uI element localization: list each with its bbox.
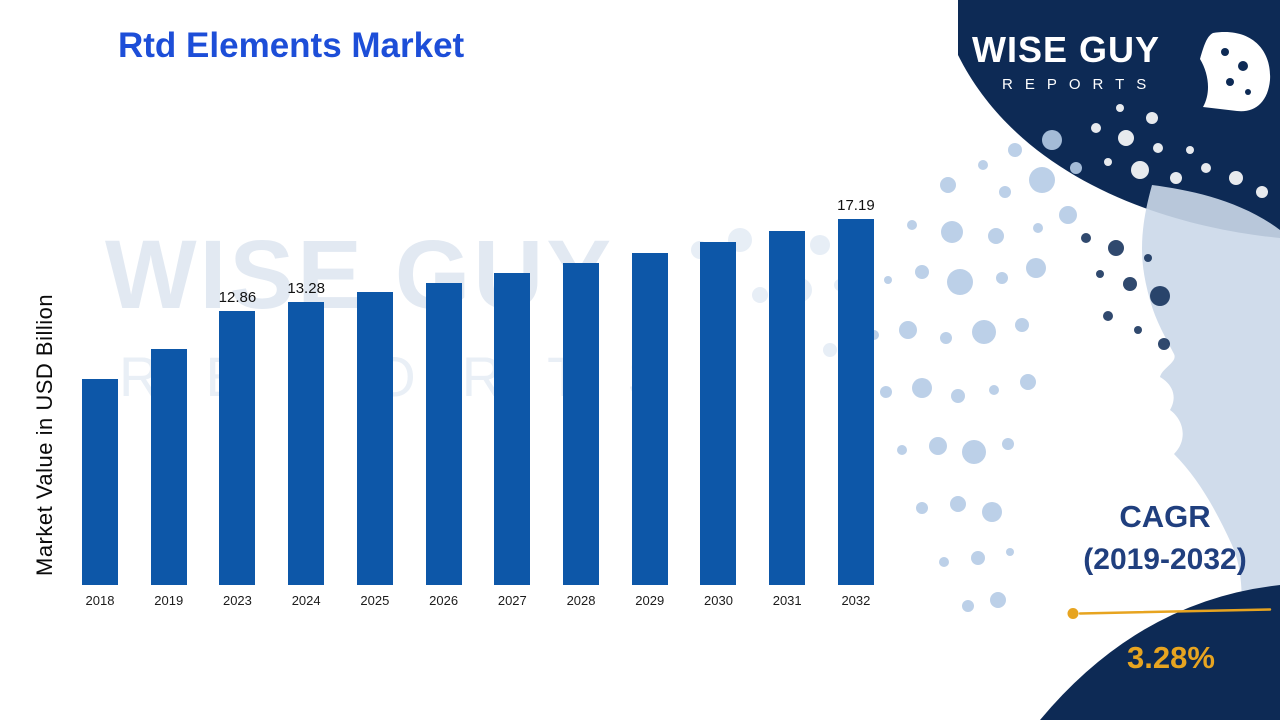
y-axis-label: Market Value in USD Billion <box>32 293 57 576</box>
cagr-range: (2019-2032) <box>1083 543 1247 577</box>
bar <box>288 302 325 585</box>
bar-column: 12.86 2023 <box>215 289 259 608</box>
brand-logo: WISE GUY REPORTS <box>972 30 1160 93</box>
bar <box>150 349 187 585</box>
x-tick-label: 2031 <box>772 593 802 608</box>
cagr-label: CAGR <box>1119 499 1211 534</box>
x-tick-label: 2018 <box>85 593 115 608</box>
bar-column: 2029 <box>628 231 672 608</box>
bar <box>631 253 668 585</box>
x-tick-label: 2028 <box>566 593 596 608</box>
halftone-dots-light <box>869 130 1082 612</box>
bar <box>769 231 806 585</box>
x-tick-label: 2029 <box>635 593 665 608</box>
x-tick-label: 2026 <box>429 593 459 608</box>
bar-column: 2019 <box>147 327 191 608</box>
bar <box>494 273 531 585</box>
gold-underline <box>1067 608 1272 619</box>
bar-chart: 2018 2019 12.86 2023 13.28 2024 2025 2026 2027 20… <box>78 197 878 608</box>
bar-column: 2018 <box>78 357 122 608</box>
x-tick-label: 2024 <box>291 593 321 608</box>
cagr-value: 3.28% <box>1127 640 1215 675</box>
x-tick-label: 2019 <box>154 593 184 608</box>
logo-reports-text: REPORTS <box>1002 75 1159 93</box>
halftone-dots-white <box>1091 104 1268 198</box>
bar-column: 13.28 2024 <box>284 280 328 608</box>
x-tick-label: 2030 <box>704 593 733 608</box>
face-silhouette <box>1142 185 1280 656</box>
bar-column: 2030 <box>696 220 740 608</box>
bar-value-label: 12.86 <box>218 289 257 306</box>
halftone-dots-navy <box>1081 233 1170 350</box>
bar-column: 2031 <box>765 209 809 608</box>
gold-underline-line <box>1078 608 1272 615</box>
x-tick-label: 2027 <box>497 593 527 608</box>
bar-column: 2026 <box>422 261 466 608</box>
bar <box>563 263 600 585</box>
x-tick-label: 2025 <box>360 593 390 608</box>
logo-face-dots <box>1221 48 1251 95</box>
bar <box>425 283 462 585</box>
bar <box>82 379 118 585</box>
x-tick-label: 2032 <box>841 593 871 608</box>
cagr-block: CAGR (2019-2032) <box>1055 498 1275 577</box>
bar-value-label: 13.28 <box>287 280 325 297</box>
bar <box>356 292 393 585</box>
bar <box>219 311 256 585</box>
bar-column: 17.19 2032 <box>834 197 878 608</box>
bar <box>837 219 874 585</box>
bar-column: 2027 <box>490 251 534 608</box>
logo-face <box>1200 32 1271 112</box>
bar-value-label: 17.19 <box>837 197 875 214</box>
x-tick-label: 2023 <box>222 593 252 608</box>
bar <box>700 242 737 585</box>
gold-underline-dot <box>1067 608 1079 619</box>
bar-column: 2028 <box>559 241 603 608</box>
bar-column: 2025 <box>353 270 397 608</box>
logo-brand-text: WISE GUY <box>972 29 1161 70</box>
page-title: Rtd Elements Market <box>118 26 465 65</box>
